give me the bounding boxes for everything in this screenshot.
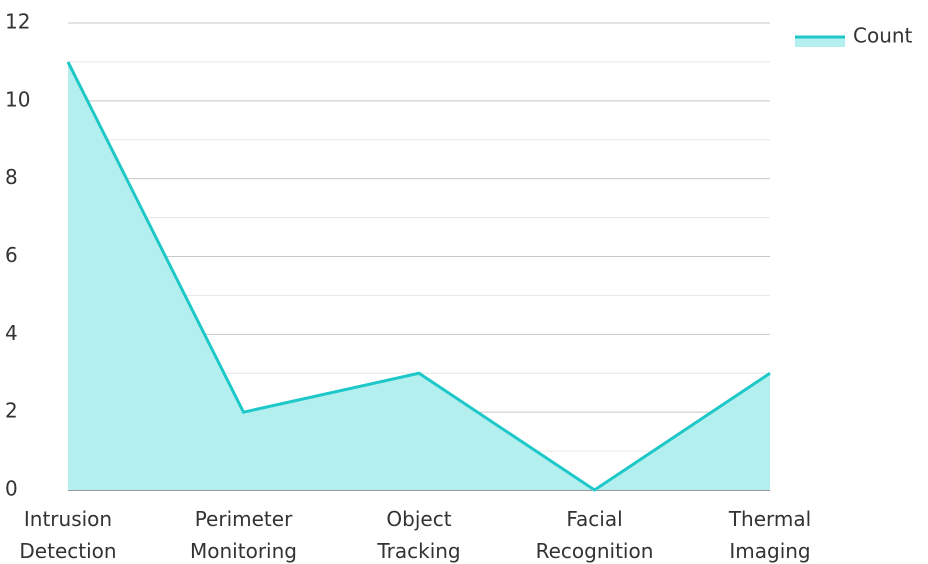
x-tick-label: Object Tracking bbox=[376, 507, 460, 563]
y-tick-label: 6 bbox=[5, 243, 18, 267]
y-tick-label: 8 bbox=[5, 165, 18, 189]
y-tick-label: 0 bbox=[5, 477, 18, 501]
x-tick-line: Thermal bbox=[728, 507, 811, 531]
x-tick-label: Intrusion Detection bbox=[19, 507, 116, 563]
x-tick-label: Perimeter Monitoring bbox=[190, 507, 297, 563]
y-tick-label: 10 bbox=[5, 87, 30, 111]
legend-swatch bbox=[795, 37, 845, 47]
x-tick-line: Perimeter bbox=[195, 507, 293, 531]
x-tick-label: Facial Recognition bbox=[536, 507, 654, 563]
x-tick-line: Tracking bbox=[376, 539, 460, 563]
line bbox=[66, 61, 771, 492]
x-tick-line: Object bbox=[386, 507, 451, 531]
x-tick-line: Recognition bbox=[536, 539, 654, 563]
x-tick-label: Thermal Imaging bbox=[728, 507, 811, 563]
y-tick-label: 2 bbox=[5, 399, 18, 423]
y-tick-label: 4 bbox=[5, 321, 18, 345]
x-tick-line: Monitoring bbox=[190, 539, 297, 563]
legend-label: Count bbox=[853, 24, 913, 48]
x-tick-line: Detection bbox=[19, 539, 116, 563]
x-tick-line: Intrusion bbox=[24, 507, 112, 531]
x-tick-line: Facial bbox=[566, 507, 622, 531]
area bbox=[68, 61, 770, 491]
y-tick-label: 12 bbox=[5, 10, 30, 34]
x-tick-line: Imaging bbox=[729, 539, 810, 563]
